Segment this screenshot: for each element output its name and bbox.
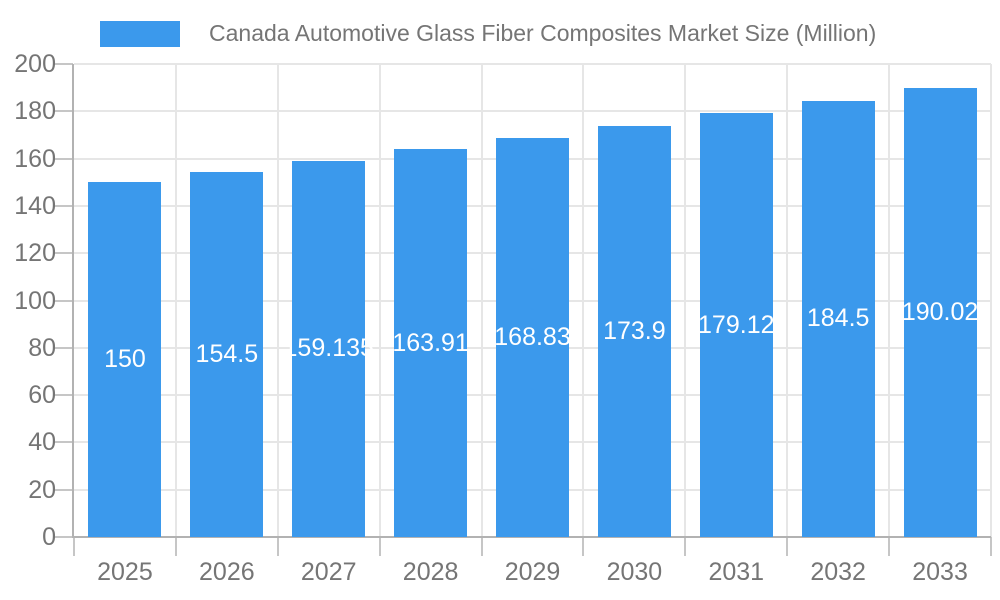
y-axis-label: 20	[28, 475, 56, 504]
bar-2028: 163.91	[392, 149, 469, 537]
x-axis-label: 2028	[402, 558, 459, 586]
bar-2033: 190.02	[901, 87, 979, 537]
x-gridline	[786, 64, 789, 537]
x-gridline	[276, 64, 279, 537]
y-gridline	[74, 110, 991, 113]
bar-value-label: 168.83	[494, 322, 571, 351]
y-axis-tick	[55, 441, 73, 444]
y-axis-tick	[55, 63, 73, 65]
bar-value-label: 173.9	[603, 316, 666, 345]
x-gridline	[582, 64, 585, 537]
x-axis-label: 2027	[300, 558, 357, 586]
x-gridline	[684, 64, 687, 537]
x-axis-tick	[582, 537, 585, 556]
bar-value-label: 159.135	[283, 334, 374, 363]
bar-2025: 150	[88, 182, 162, 537]
bar-2030: 173.9	[597, 125, 671, 537]
x-axis-tick	[174, 537, 177, 556]
x-axis-tick	[480, 537, 483, 556]
x-gridline	[888, 64, 891, 537]
y-axis-label: 80	[28, 333, 56, 362]
x-axis-tick	[684, 537, 687, 556]
x-axis-label: 2032	[810, 558, 866, 586]
bar-value-label: 163.91	[392, 328, 469, 357]
bar-value-label: 190.02	[901, 297, 979, 326]
x-axis-tick	[73, 537, 75, 556]
y-axis-tick	[55, 204, 73, 207]
x-axis-label: 2029	[504, 558, 561, 586]
y-axis-label: 100	[14, 286, 56, 315]
plot-area: 150 154.5 159.135 163.91 168.83 173.9 179.12 18…	[55, 63, 992, 556]
x-gridline	[378, 64, 381, 537]
y-axis-label: 0	[42, 523, 56, 551]
x-axis-tick	[378, 537, 381, 556]
x-axis-label: 2026	[199, 558, 255, 586]
y-axis-tick	[55, 110, 73, 113]
x-axis-label: 2031	[708, 558, 765, 586]
x-gridline	[480, 64, 483, 537]
x-gridline	[174, 64, 177, 537]
y-axis-tick	[55, 157, 73, 160]
y-axis-tick	[55, 252, 73, 255]
y-axis-label: 120	[14, 239, 56, 268]
y-axis-tick	[55, 536, 73, 538]
x-axis-line	[72, 536, 991, 538]
bar-2031: 179.12	[698, 113, 775, 537]
y-axis-tick	[55, 394, 73, 397]
bar-value-label: 184.5	[806, 304, 870, 333]
x-axis-tick	[990, 537, 992, 556]
y-axis-tick	[55, 346, 73, 349]
y-axis-tick	[55, 488, 73, 491]
bar-value-label: 154.5	[195, 339, 259, 368]
x-axis-label: 2025	[97, 558, 153, 586]
y-axis-line	[72, 64, 74, 537]
x-axis-tick	[276, 537, 279, 556]
x-gridline	[990, 64, 992, 537]
x-axis-label: 2030	[606, 558, 663, 586]
bar-2029: 168.83	[494, 137, 571, 537]
y-axis-label: 180	[14, 97, 56, 126]
legend-swatch-icon	[100, 20, 180, 47]
y-axis-tick	[55, 299, 73, 302]
y-axis-label: 140	[14, 191, 56, 220]
y-axis-label: 200	[14, 50, 56, 78]
bar-value-label: 179.12	[698, 310, 775, 339]
x-axis-tick	[786, 537, 789, 556]
y-axis-label: 60	[28, 381, 56, 410]
bar-2032: 184.5	[801, 100, 875, 537]
bar-2026: 154.5	[190, 171, 264, 537]
bar-value-label: 150	[104, 345, 146, 374]
y-gridline	[74, 63, 991, 65]
x-axis-tick	[888, 537, 891, 556]
legend-label: Canada Automotive Glass Fiber Composites…	[209, 20, 877, 46]
bar-2027: 159.135	[284, 160, 374, 537]
y-axis-label: 40	[28, 428, 56, 457]
y-axis-label: 160	[14, 144, 56, 173]
x-axis-label: 2033	[912, 558, 968, 586]
chart-legend[interactable]: Canada Automotive Glass Fiber Composites…	[100, 20, 876, 47]
